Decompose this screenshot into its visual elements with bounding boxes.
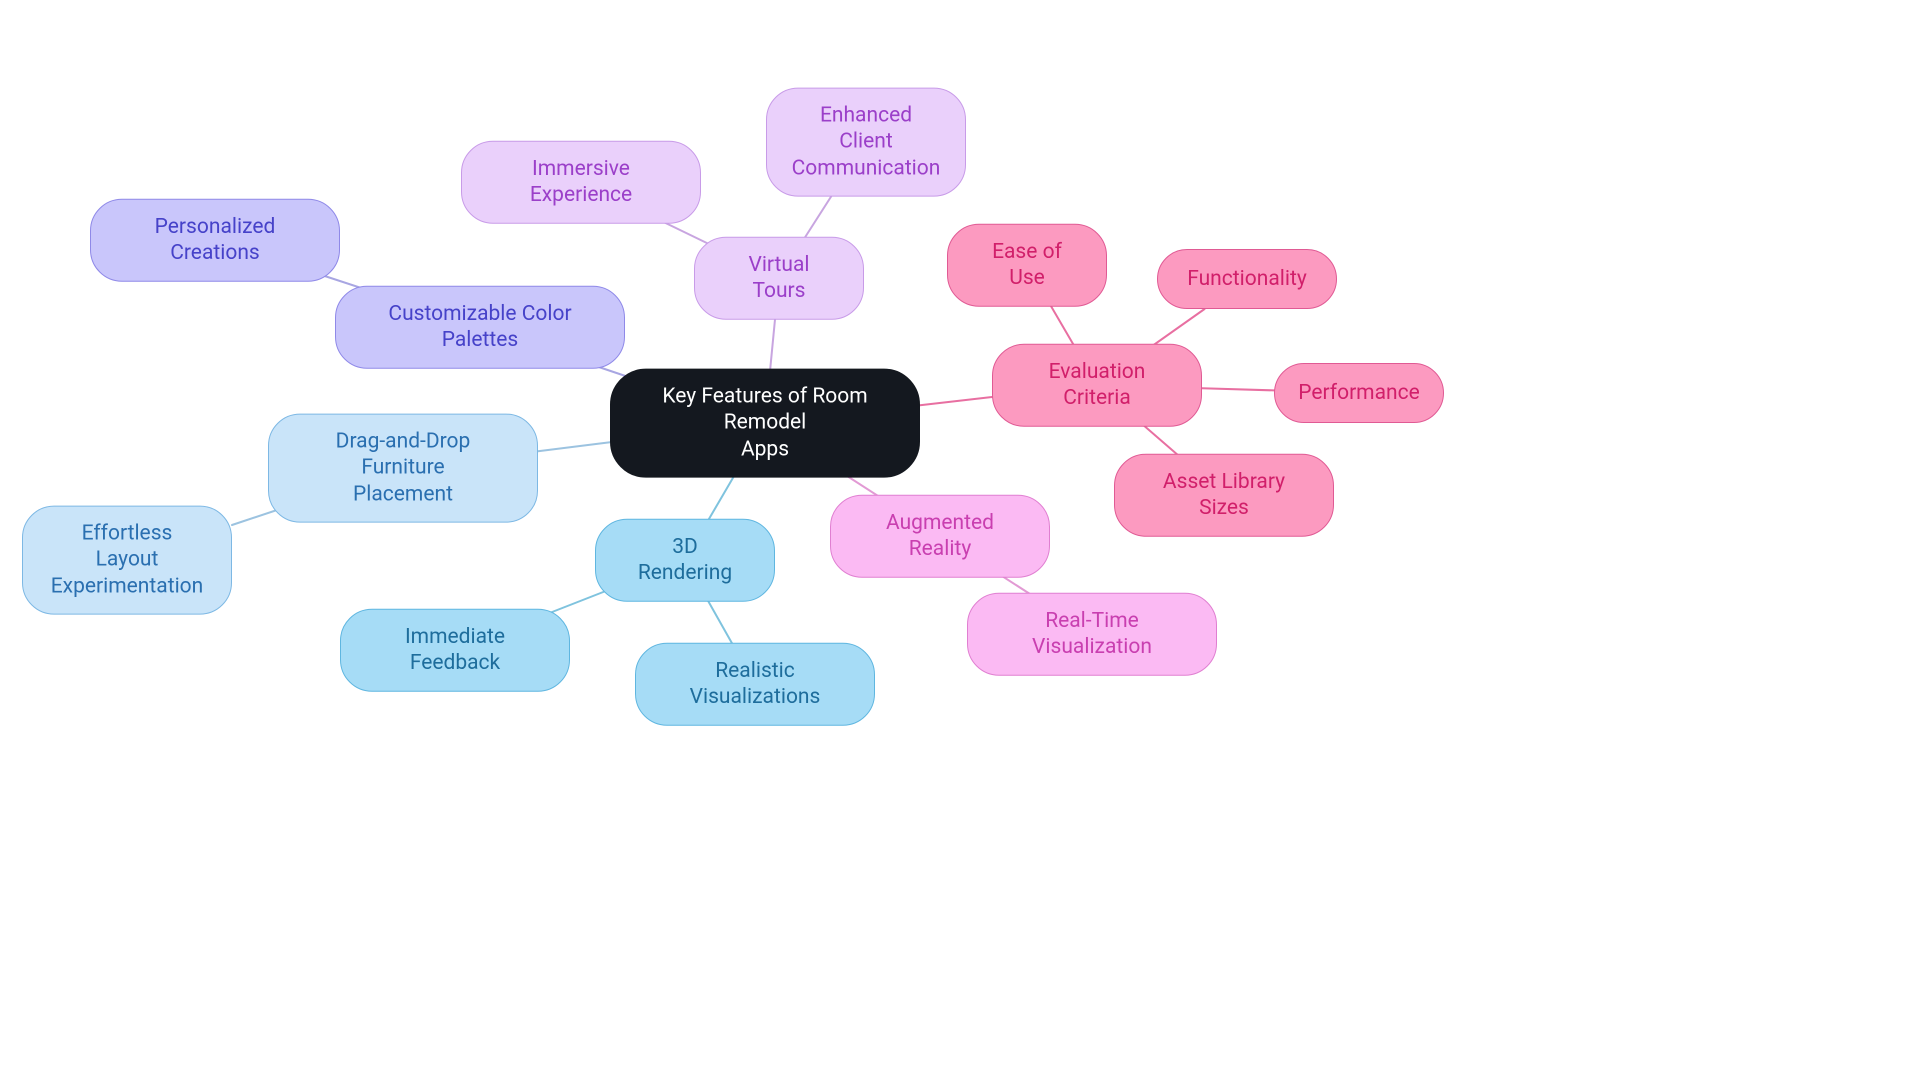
- node-immersive: Immersive Experience: [461, 141, 701, 224]
- node-rendering: 3D Rendering: [595, 519, 775, 602]
- node-effortless: Effortless Layout Experimentation: [22, 506, 232, 615]
- node-label: Enhanced Client Communication: [792, 103, 941, 182]
- node-label: Personalized Creations: [119, 214, 311, 267]
- node-label: Drag-and-Drop Furniture Placement: [297, 429, 509, 508]
- node-label: Evaluation Criteria: [1021, 359, 1173, 412]
- node-label: Effortless Layout Experimentation: [51, 521, 204, 600]
- node-client: Enhanced Client Communication: [766, 88, 966, 197]
- node-dragdrop: Drag-and-Drop Furniture Placement: [268, 414, 538, 523]
- node-label: Functionality: [1187, 266, 1307, 292]
- mindmap-canvas: Key Features of Room Remodel Apps Customi…: [0, 0, 1920, 1083]
- node-palettes: Customizable Color Palettes: [335, 286, 625, 369]
- node-label: Virtual Tours: [723, 252, 835, 305]
- node-label: Key Features of Room Remodel Apps: [639, 384, 891, 463]
- node-functionality: Functionality: [1157, 249, 1337, 309]
- node-personalized: Personalized Creations: [90, 199, 340, 282]
- node-criteria: Evaluation Criteria: [992, 344, 1202, 427]
- node-label: Performance: [1298, 380, 1419, 406]
- node-label: Immediate Feedback: [369, 624, 541, 677]
- node-assets: Asset Library Sizes: [1114, 454, 1334, 537]
- node-label: Asset Library Sizes: [1143, 469, 1305, 522]
- node-tours: Virtual Tours: [694, 237, 864, 320]
- node-label: Realistic Visualizations: [664, 658, 846, 711]
- node-label: Customizable Color Palettes: [364, 301, 596, 354]
- node-realtime: Real-Time Visualization: [967, 593, 1217, 676]
- edge: [920, 397, 992, 405]
- node-realistic: Realistic Visualizations: [635, 643, 875, 726]
- edge: [538, 442, 610, 451]
- node-label: 3D Rendering: [624, 534, 746, 587]
- node-label: Ease of Use: [976, 239, 1078, 292]
- node-center: Key Features of Room Remodel Apps: [610, 369, 920, 478]
- node-label: Real-Time Visualization: [996, 608, 1188, 661]
- edge: [1202, 388, 1274, 390]
- node-ease: Ease of Use: [947, 224, 1107, 307]
- node-ar: Augmented Reality: [830, 495, 1050, 578]
- node-label: Augmented Reality: [859, 510, 1021, 563]
- node-performance: Performance: [1274, 363, 1444, 423]
- node-label: Immersive Experience: [490, 156, 672, 209]
- node-feedback: Immediate Feedback: [340, 609, 570, 692]
